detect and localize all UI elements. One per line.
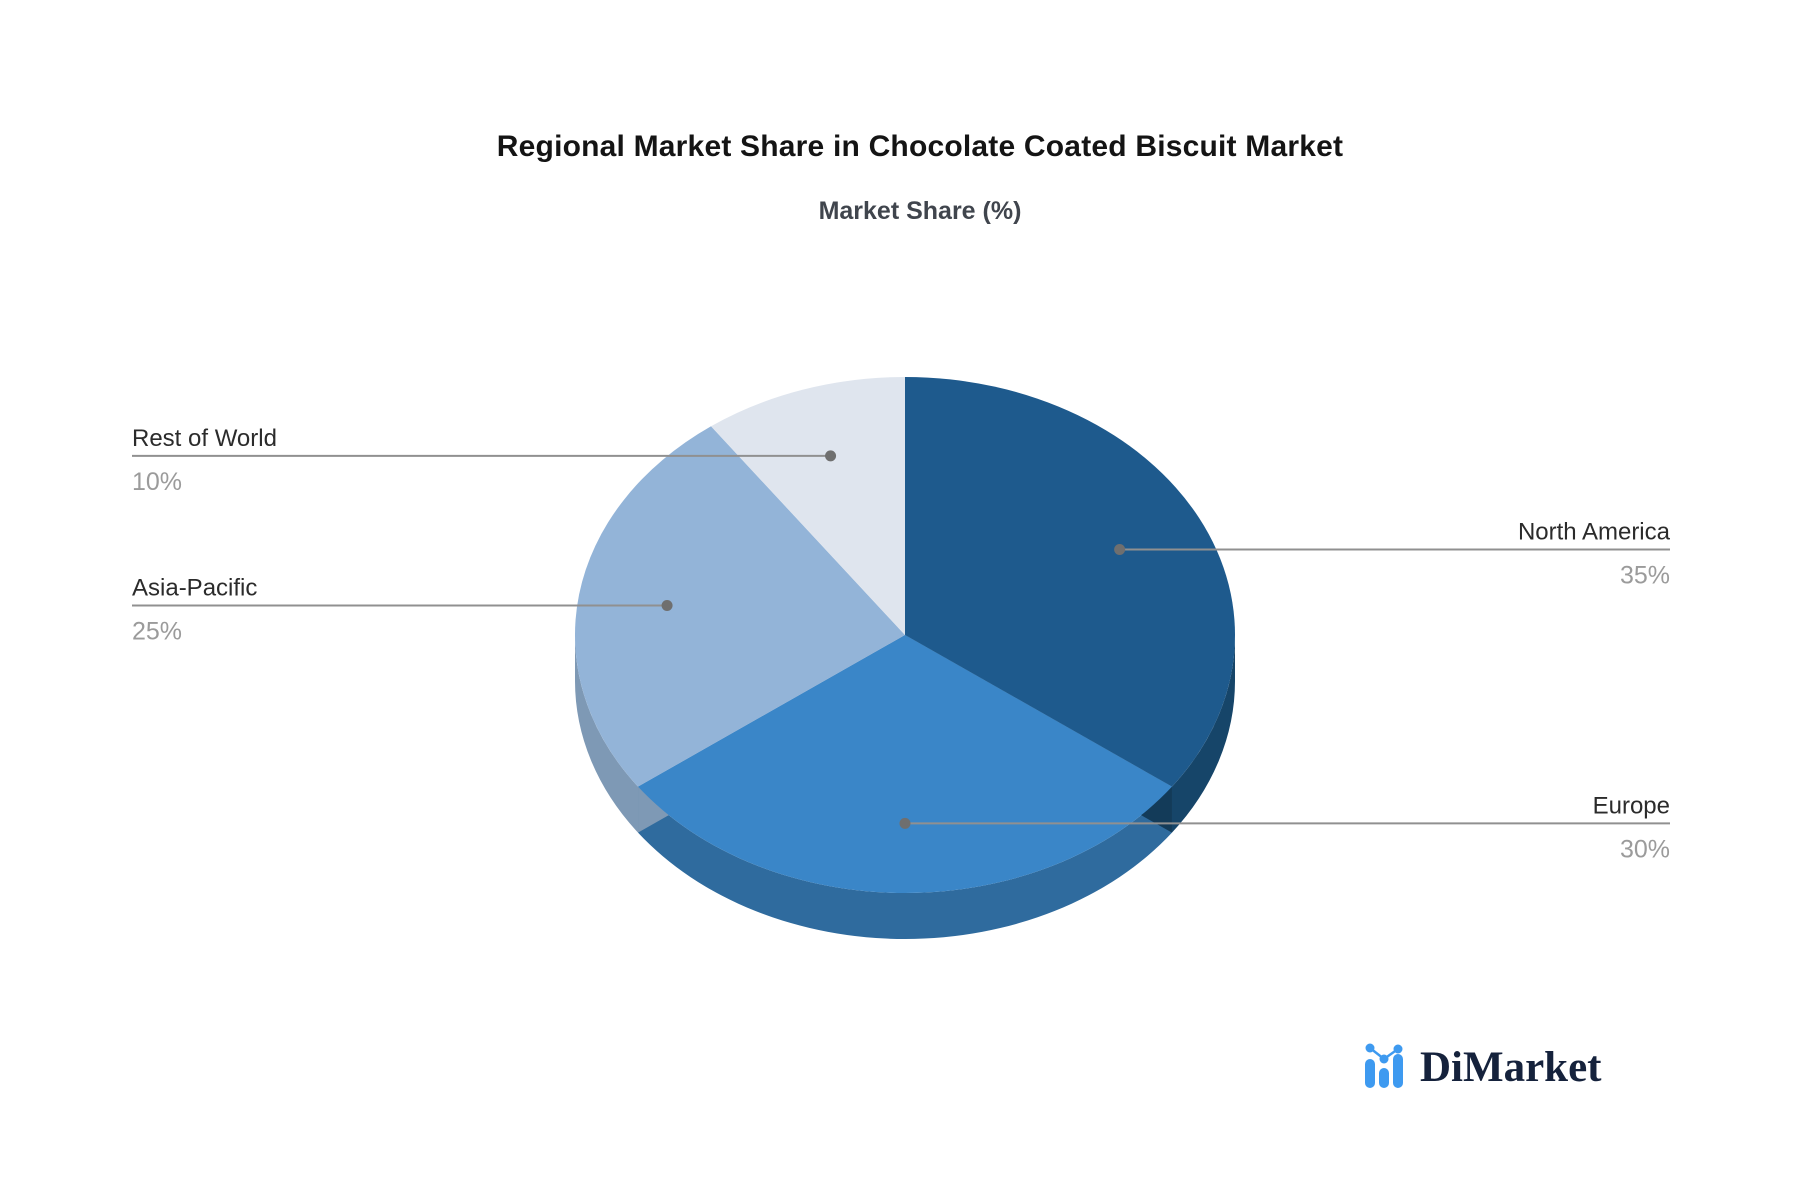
chart-subtitle: Market Share (%) xyxy=(818,197,1022,225)
slice-label: Europe xyxy=(1593,792,1670,819)
leader-dot xyxy=(1114,544,1126,555)
pie-slice-side-2 xyxy=(574,635,639,833)
pie-3d-body xyxy=(574,376,1236,940)
logo-dot xyxy=(1379,1054,1389,1064)
pie-slice-0 xyxy=(905,376,1236,787)
slice-label: Rest of World xyxy=(132,425,277,452)
slice-label: Asia-Pacific xyxy=(132,575,257,602)
slice-value: 30% xyxy=(1620,835,1670,863)
callout-asia-pacific: Asia-Pacific 25% xyxy=(132,575,673,646)
logo-bar xyxy=(1365,1059,1375,1088)
logo-dot xyxy=(1393,1044,1403,1054)
pie-slice-2 xyxy=(574,426,905,787)
callout-europe: Europe 30% xyxy=(899,792,1670,863)
pie-slice-side-1 xyxy=(638,786,1172,940)
pie-slice-1 xyxy=(638,635,1172,894)
slice-value: 35% xyxy=(1620,562,1670,590)
pie-callouts: North America 35% Europe 30% Asia-Pacifi… xyxy=(132,425,1671,863)
pie-slice-side-0 xyxy=(1171,635,1236,833)
logo-dot xyxy=(1365,1043,1375,1053)
leader-dot xyxy=(661,600,673,612)
slice-label: North America xyxy=(1518,519,1671,546)
pie-slice-3 xyxy=(711,376,905,635)
logo-bar xyxy=(1379,1068,1389,1088)
logo-bar xyxy=(1393,1054,1403,1088)
slice-value: 25% xyxy=(132,618,182,646)
leader-dot xyxy=(825,450,837,462)
brand-logo: DiMarket xyxy=(1362,1040,1602,1090)
callout-north-america: North America 35% xyxy=(1114,519,1671,590)
callout-rest-of-world: Rest of World 10% xyxy=(132,425,837,496)
slice-value: 10% xyxy=(132,468,182,496)
bar-line-chart-icon xyxy=(1365,1043,1403,1088)
brand-logo-text: DiMarket xyxy=(1420,1043,1602,1091)
leader-dot xyxy=(899,817,911,829)
chart-title: Regional Market Share in Chocolate Coate… xyxy=(496,130,1344,163)
